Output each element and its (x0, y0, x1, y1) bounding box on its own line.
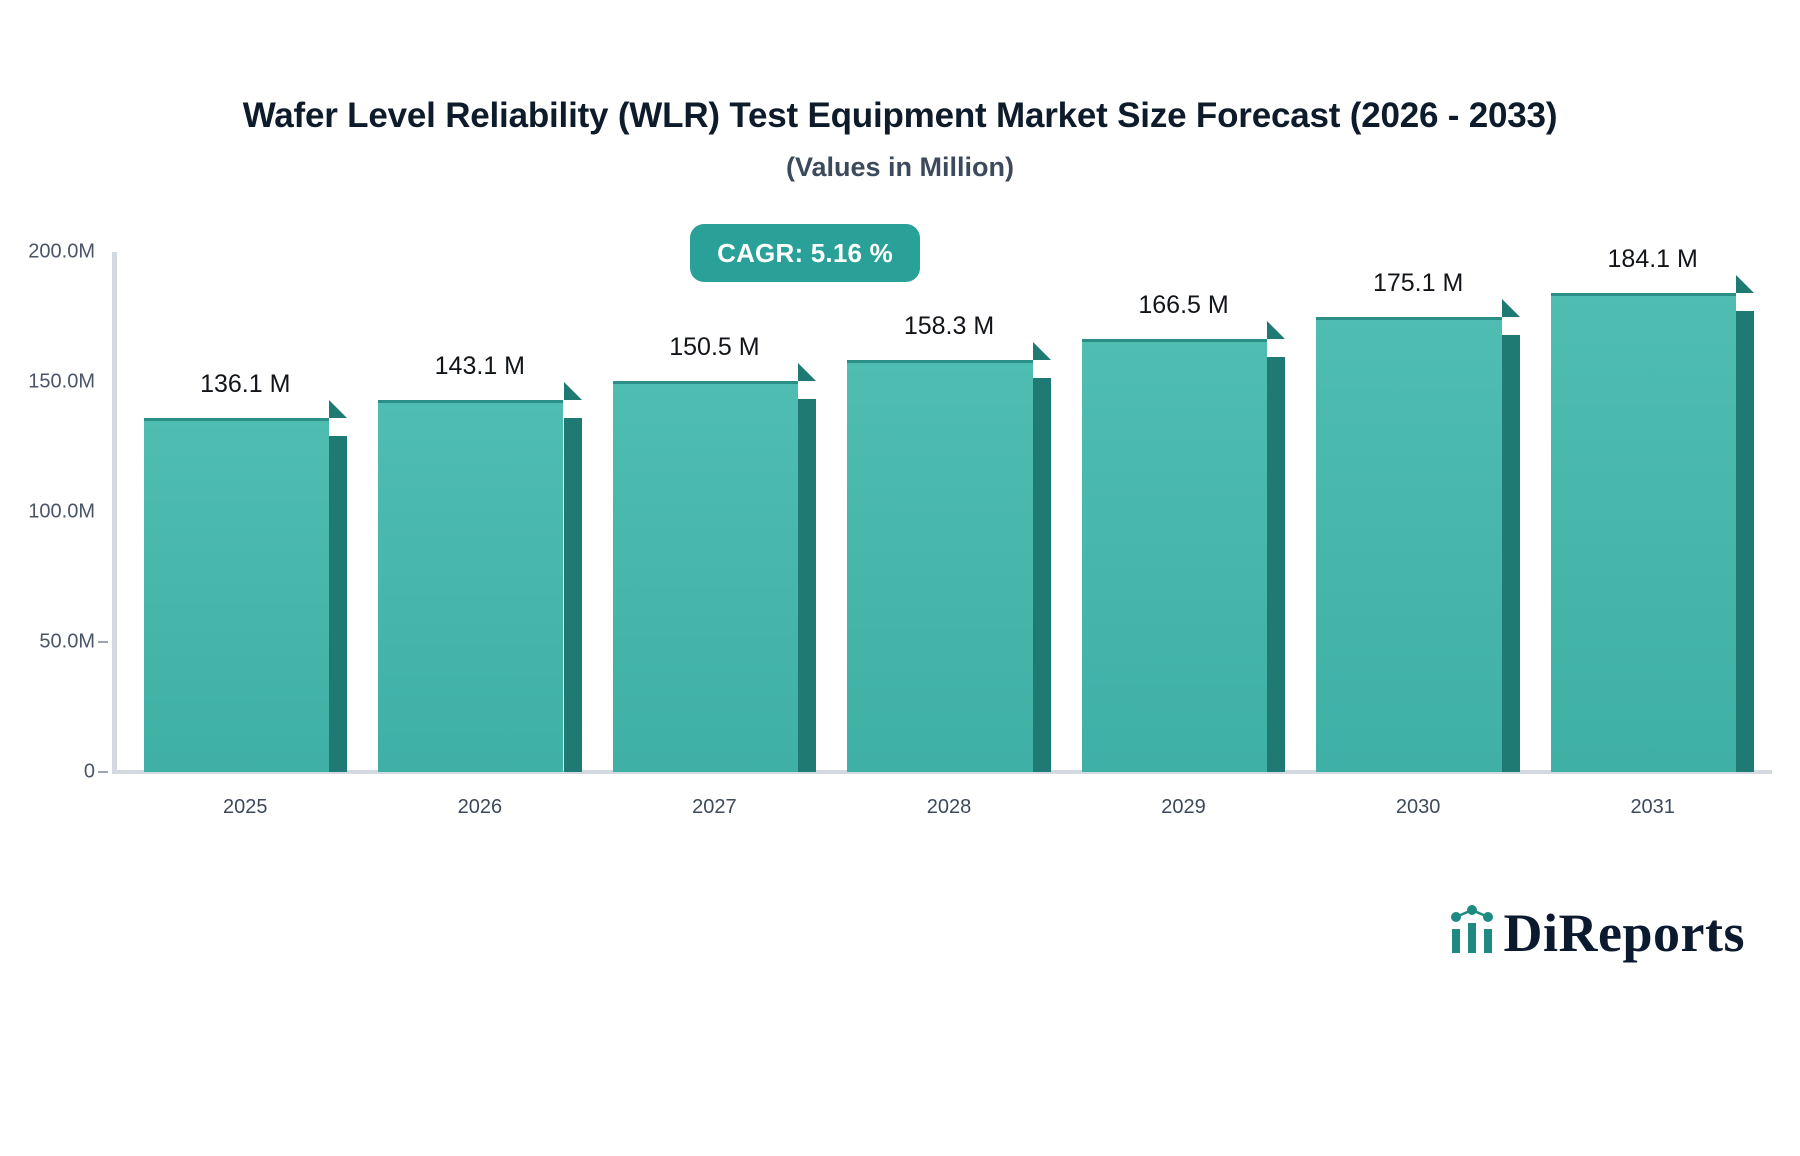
bar-side-face (1267, 357, 1286, 772)
bar-front-face[interactable] (1081, 339, 1268, 772)
logo-text: DiReports (1503, 902, 1745, 963)
bar-value-label: 175.1 M (1372, 268, 1464, 297)
y-axis-tick-label: 200.0M (0, 241, 95, 275)
bar-top-bevel (563, 381, 582, 400)
bar-top-bevel (798, 362, 817, 381)
direports-logo: DiReports (1450, 905, 1745, 960)
bar-value-label: 150.5 M (669, 332, 760, 361)
x-axis-tick-label: 2027 (692, 796, 737, 818)
bar-side-face (1736, 311, 1755, 772)
bar-top-bevel (1736, 275, 1755, 294)
y-axis-tick-label: 50.0M (0, 631, 95, 665)
bar-chart-icon (1450, 905, 1496, 960)
bar-top-bevel (1501, 298, 1520, 317)
bar-top-bevel (1267, 321, 1286, 340)
x-axis-tick-label: 2031 (1630, 796, 1675, 818)
x-axis-tick-label: 2025 (223, 796, 268, 818)
x-axis-tick-label: 2028 (926, 796, 972, 818)
bar-side-face (798, 398, 817, 772)
chart-subtitle: (Values in Million) (785, 152, 1015, 183)
y-axis-tick-text: 50.0M (39, 630, 95, 653)
y-axis-tick-label: 0 (0, 761, 95, 795)
x-axis-line (112, 770, 1772, 774)
y-axis-tick-mark (98, 641, 108, 643)
bar-value-label: 143.1 M (434, 351, 525, 380)
bar-front-face[interactable] (847, 360, 1033, 772)
x-axis-tick-label: 2030 (1395, 796, 1441, 818)
page-title: Wafer Level Reliability (WLR) Test Equip… (242, 96, 1558, 135)
y-axis-tick-label: 150.0M (0, 371, 95, 405)
bar-value-label: 136.1 M (200, 370, 291, 399)
y-axis-tick-label: 100.0M (0, 501, 95, 535)
bar-side-face (328, 436, 347, 772)
bar-side-face (1501, 334, 1520, 772)
bar-value-label: 184.1 M (1607, 245, 1698, 274)
bar-front-face[interactable] (378, 399, 564, 772)
bar-side-face (1032, 378, 1051, 772)
x-axis-tick-label: 2026 (457, 796, 503, 818)
y-axis-tick-text: 0 (83, 760, 95, 783)
bar-front-face[interactable] (143, 418, 329, 772)
x-axis-tick-label: 2029 (1161, 796, 1206, 818)
y-axis-tick-mark (98, 771, 108, 773)
y-axis-tick-text: 100.0M (28, 500, 95, 523)
y-axis-line (112, 252, 117, 772)
bar-value-label: 158.3 M (903, 312, 995, 341)
bar-front-face[interactable] (1551, 293, 1737, 772)
bar-front-face[interactable] (612, 380, 799, 772)
bar-side-face (563, 417, 582, 772)
bar-front-face[interactable] (1316, 316, 1502, 772)
cagr-badge: CAGR: 5.16 % (690, 224, 920, 282)
bar-top-bevel (1032, 342, 1051, 361)
bar-top-bevel (328, 400, 347, 419)
y-axis-tick-text: 150.0M (28, 370, 95, 393)
title-block: Wafer Level Reliability (WLR) Test Equip… (0, 96, 1800, 183)
y-axis-tick-text: 200.0M (28, 240, 95, 263)
bar-value-label: 166.5 M (1138, 291, 1229, 320)
